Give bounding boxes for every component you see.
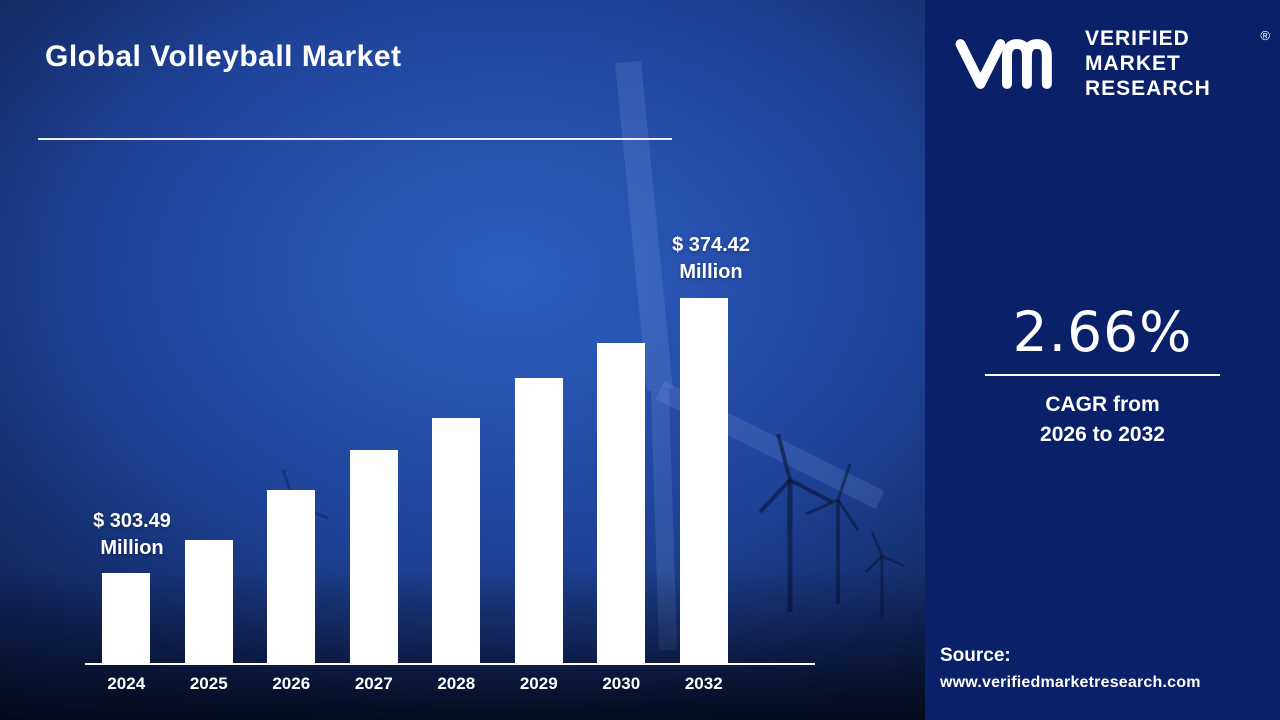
bar (432, 418, 481, 663)
first-bar-annotation: $ 303.49 Million (48, 508, 216, 562)
bar (597, 343, 646, 663)
bar-group (250, 490, 333, 663)
brand-line-verified: VERIFIED (1085, 27, 1190, 50)
cagr-divider (985, 374, 1220, 376)
registered-trademark-icon: ® (1260, 28, 1270, 43)
first-bar-value: $ 303.49 (93, 510, 171, 532)
x-axis-label: 2027 (354, 674, 393, 693)
bar (184, 540, 233, 663)
x-axis-label: 2030 (602, 674, 641, 693)
brand-sidebar: VERIFIED MARKET RESEARCH ® 2.66% CAGR fr… (925, 0, 1280, 720)
bar (267, 490, 316, 663)
bar (514, 378, 563, 663)
bar-group (580, 343, 663, 663)
cagr-label: CAGR from 2026 to 2032 (925, 390, 1280, 450)
source-label: Source: (940, 645, 1011, 666)
last-bar-unit: Million (679, 261, 743, 283)
bar-group (85, 573, 168, 663)
first-bar-unit: Million (100, 537, 164, 559)
bar-group (498, 378, 581, 663)
x-axis-label: 2028 (437, 674, 476, 693)
brand-logo-row: VERIFIED MARKET RESEARCH (943, 26, 1250, 101)
x-axis-label: 2024 (107, 674, 146, 693)
chart-panel: Global Volleyball Market $ 303.49 Millio… (0, 0, 925, 720)
brand-line-research: RESEARCH (1085, 77, 1211, 100)
bar (102, 573, 151, 663)
last-bar-value: $ 374.42 (672, 234, 750, 256)
cagr-label-line1: CAGR from (1045, 393, 1160, 416)
bar-group (663, 298, 746, 663)
source-block: Source: www.verifiedmarketresearch.com (940, 645, 1272, 692)
x-axis-label: 2025 (189, 674, 228, 693)
last-bar-annotation: $ 374.42 Million (625, 232, 797, 286)
cagr-value: 2.66% (1012, 300, 1193, 364)
brand-name: VERIFIED MARKET RESEARCH (1085, 26, 1211, 101)
bar (349, 450, 398, 663)
brand-line-market: MARKET (1085, 52, 1181, 75)
bar (679, 298, 728, 663)
vmr-logo-icon (955, 38, 1052, 89)
x-axis-label: 2026 (272, 674, 311, 693)
cagr-label-line2: 2026 to 2032 (1040, 423, 1165, 446)
bar-group (415, 418, 498, 663)
page-title: Global Volleyball Market (45, 40, 402, 73)
x-axis-labels: 2024 2025 2026 2027 2028 2029 2030 2032 (85, 674, 815, 694)
bar-chart (85, 298, 815, 665)
bar-group (168, 540, 251, 663)
source-url-link[interactable]: www.verifiedmarketresearch.com (940, 674, 1201, 691)
bar-group (333, 450, 416, 663)
title-underline (38, 138, 672, 140)
x-axis-label: 2032 (684, 674, 723, 693)
x-axis-label: 2029 (519, 674, 558, 693)
